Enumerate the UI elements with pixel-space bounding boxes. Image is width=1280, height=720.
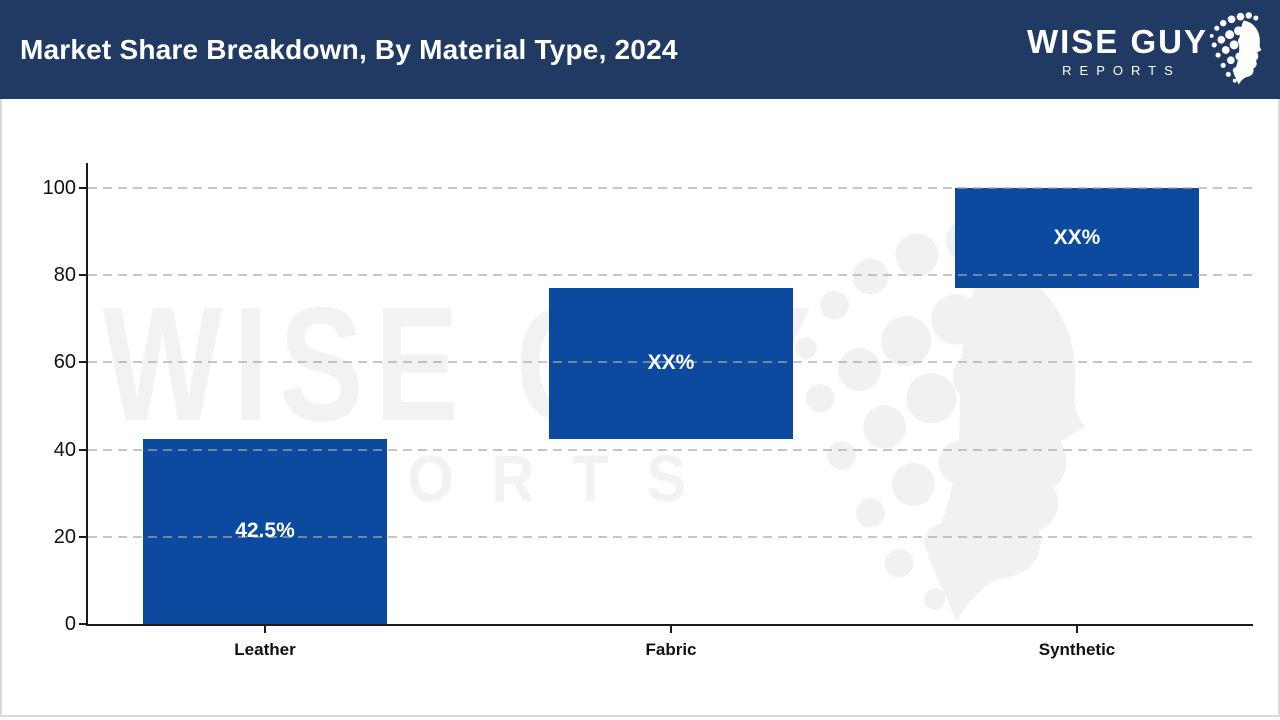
bar-value-label: 42.5%	[235, 519, 295, 543]
gridline-y20	[88, 535, 1253, 538]
bar-value-label: XX%	[1053, 226, 1101, 250]
bar-value-label: XX%	[647, 351, 695, 375]
y-tick-label: 80	[53, 264, 76, 287]
wiseguy-logo: WISE GUY REPORTS	[1027, 4, 1268, 96]
y-tick-mark	[79, 274, 86, 277]
x-tick-mark	[670, 626, 672, 633]
y-tick-label: 20	[53, 525, 76, 548]
x-tick-label-leather: Leather	[234, 640, 296, 659]
y-tick-mark	[79, 187, 86, 189]
chart-title: Market Share Breakdown, By Material Type…	[20, 33, 678, 65]
bar-synthetic	[955, 188, 1199, 289]
x-tick-label-synthetic: Synthetic	[1038, 640, 1116, 659]
header-bar: Market Share Breakdown, By Material Type…	[0, 0, 1280, 99]
y-tick-mark	[79, 448, 86, 451]
y-tick-mark	[79, 361, 86, 364]
x-tick-label-fabric: Fabric	[645, 640, 697, 659]
y-tick-label: 0	[64, 613, 76, 635]
gridline-y100	[88, 187, 1253, 189]
y-tick-label: 60	[53, 351, 76, 374]
y-tick-mark	[79, 535, 86, 538]
wiseguy-logo-text: WISE GUY REPORTS	[1027, 23, 1208, 78]
figure-border-right	[1278, 99, 1280, 717]
logo-reports-text: REPORTS	[1062, 62, 1181, 78]
x-tick-mark	[264, 626, 266, 633]
gridline-y40	[88, 448, 1253, 451]
gridline-y60	[88, 361, 1253, 364]
y-tick-label: 100	[42, 177, 76, 199]
figure-border-bottom	[0, 715, 1280, 717]
bar-leather	[143, 438, 387, 624]
x-axis-line	[86, 624, 1253, 626]
wiseguy-face-icon	[1209, 12, 1262, 85]
x-tick-mark	[1076, 626, 1078, 633]
y-tick-label: 40	[53, 438, 76, 461]
y-tick-mark	[79, 623, 86, 625]
logo-brand-text: WISE GUY	[1026, 22, 1208, 60]
y-axis-line	[86, 163, 88, 626]
gridline-y80	[88, 274, 1253, 277]
bar-fabric	[549, 288, 793, 439]
figure-border-left	[0, 99, 2, 717]
